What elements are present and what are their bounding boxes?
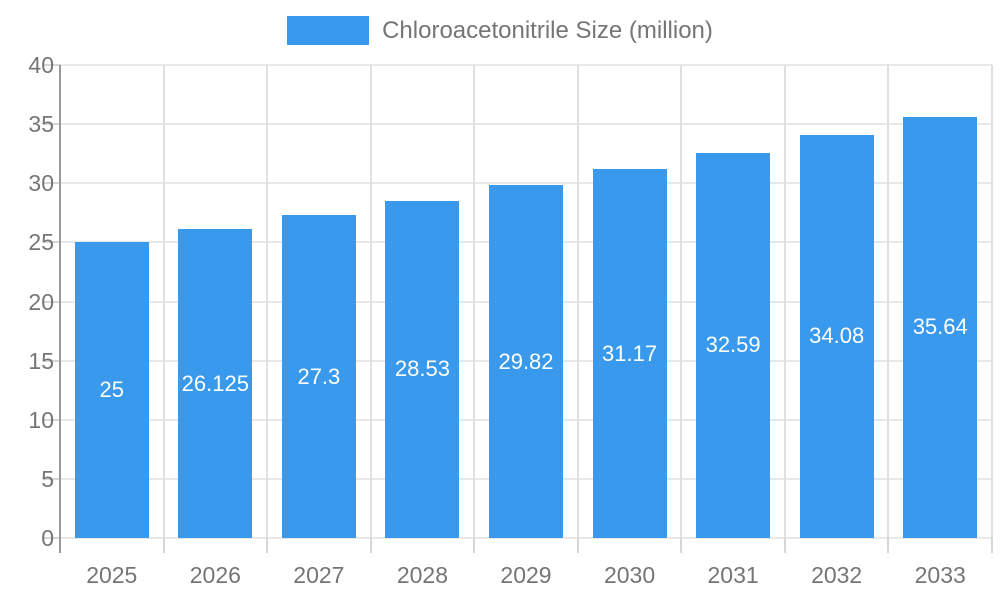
y-axis-label-15: 15 <box>28 347 54 374</box>
x-tick-2 <box>266 538 269 553</box>
bar-2028: 28.53 <box>385 200 460 538</box>
x-axis-label-2029: 2029 <box>500 562 552 588</box>
y-tick-35 <box>44 123 60 126</box>
x-tick-4 <box>473 538 476 553</box>
x-tick-8 <box>887 538 890 553</box>
bar-2030: 31.17 <box>592 169 667 538</box>
x-tick-7 <box>783 538 786 553</box>
gridline-x-1 <box>162 65 165 538</box>
bar-value-label-2026: 26.125 <box>181 370 249 396</box>
y-tick-30 <box>44 182 60 185</box>
x-tick-9 <box>991 538 993 553</box>
bar-value-label-2030: 31.17 <box>602 340 658 366</box>
bar-value-label-2028: 28.53 <box>394 356 450 382</box>
gridline-x-4 <box>473 65 476 538</box>
x-tick-5 <box>576 538 579 553</box>
bar-value-label-2033: 35.64 <box>912 314 968 340</box>
bar-2033: 35.64 <box>903 116 978 538</box>
y-tick-40 <box>44 64 60 66</box>
y-tick-20 <box>44 300 60 303</box>
plot-area: 25 26.125 27.3 28.53 29.82 31.17 32.59 34.08 35.… <box>44 64 993 553</box>
x-axis-label-2030: 2030 <box>603 562 656 588</box>
y-axis-label-40: 40 <box>28 52 54 78</box>
bar-value-label-2027: 27.3 <box>297 363 341 389</box>
bar-value-label-2031: 32.59 <box>705 332 761 358</box>
legend-label: Chloroacetonitrile Size (million) <box>382 16 713 44</box>
bar-value-label-2025: 25 <box>99 377 124 403</box>
x-tick-6 <box>680 538 683 553</box>
gridline-x-7 <box>783 65 786 538</box>
y-tick-10 <box>44 418 60 421</box>
bar-2031: 32.59 <box>696 152 771 538</box>
y-axis-label-5: 5 <box>41 465 54 492</box>
y-tick-15 <box>44 359 60 362</box>
x-axis-label-2032: 2032 <box>811 562 863 588</box>
gridline-y-40 <box>60 64 992 66</box>
x-tick-1 <box>162 538 165 553</box>
x-axis-label-2028: 2028 <box>396 562 449 588</box>
y-axis-label-35: 35 <box>28 111 54 138</box>
y-tick-0 <box>44 537 60 539</box>
gridline-y-30 <box>60 182 992 185</box>
bar-value-label-2032: 34.08 <box>809 323 865 349</box>
bar-2025: 25 <box>74 242 149 538</box>
y-axis-label-20: 20 <box>28 288 54 315</box>
bar-value-label-2029: 29.82 <box>498 348 554 374</box>
x-tick-3 <box>369 538 372 553</box>
y-axis-label-25: 25 <box>28 229 54 256</box>
x-axis-label-2026: 2026 <box>189 562 241 588</box>
chart-legend: Chloroacetonitrile Size (million) <box>0 16 1000 45</box>
gridline-x-6 <box>680 65 683 538</box>
y-tick-25 <box>44 241 60 244</box>
gridline-y-35 <box>60 123 992 126</box>
x-axis-label-2027: 2027 <box>293 562 345 588</box>
gridline-x-9 <box>991 65 993 538</box>
bar-2026: 26.125 <box>178 229 253 538</box>
gridline-y-0 <box>60 537 992 539</box>
x-axis-label-2025: 2025 <box>86 562 138 588</box>
gridline-x-3 <box>369 65 372 538</box>
gridline-x-2 <box>266 65 269 538</box>
legend-swatch <box>287 16 370 45</box>
gridline-x-8 <box>887 65 890 538</box>
legend-item[interactable]: Chloroacetonitrile Size (million) <box>287 16 713 45</box>
y-axis-label-0: 0 <box>41 525 54 551</box>
y-axis-label-30: 30 <box>28 170 54 197</box>
bar-2027: 27.3 <box>281 215 356 538</box>
bar-2032: 34.08 <box>799 135 874 538</box>
y-axis-label-10: 10 <box>28 406 54 433</box>
y-tick-5 <box>44 477 60 480</box>
y-axis-line <box>59 65 61 553</box>
gridline-x-5 <box>576 65 579 538</box>
x-axis-label-2033: 2033 <box>914 562 966 588</box>
x-axis-label-2031: 2031 <box>707 562 759 588</box>
bar-2029: 29.82 <box>489 185 563 538</box>
